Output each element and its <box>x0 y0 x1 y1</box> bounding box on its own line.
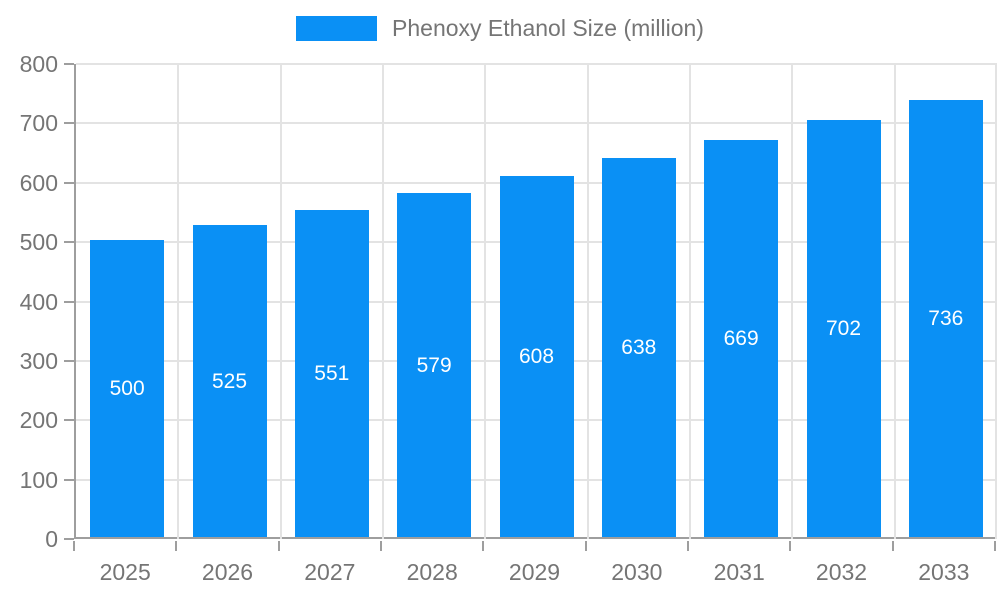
v-gridline <box>484 64 486 539</box>
y-tick <box>64 181 74 184</box>
x-tick <box>994 541 996 551</box>
legend-swatch <box>296 15 378 41</box>
bar: 500 <box>90 240 165 537</box>
x-tick-label: 2033 <box>918 559 970 585</box>
bar-value-label: 669 <box>723 326 759 350</box>
bar: 525 <box>192 225 267 537</box>
x-tick <box>73 541 75 551</box>
v-gridline <box>587 64 589 539</box>
y-tick <box>64 419 74 422</box>
v-gridline <box>995 64 997 539</box>
v-gridline <box>382 64 384 539</box>
x-tick-label: 2031 <box>713 559 765 585</box>
bar-value-label: 579 <box>416 353 452 377</box>
x-tick <box>687 541 689 551</box>
y-tick-label: 400 <box>19 288 58 315</box>
legend-label: Phenoxy Ethanol Size (million) <box>392 14 704 41</box>
y-tick-label: 200 <box>19 407 58 434</box>
y-tick-label: 800 <box>19 51 58 77</box>
v-gridline <box>177 64 179 539</box>
x-tick-label: 2032 <box>815 559 868 585</box>
y-tick <box>64 241 74 244</box>
x-tick <box>278 541 280 551</box>
y-tick <box>64 538 74 540</box>
bar-value-label: 638 <box>621 336 657 360</box>
x-tick-label: 2027 <box>304 559 356 585</box>
v-gridline <box>894 64 896 539</box>
plot-area: 500 525 551 579 608 638 669 702 736 <box>74 63 997 539</box>
x-tick <box>175 541 177 551</box>
bar: 702 <box>806 120 881 537</box>
x-tick <box>892 541 894 551</box>
x-tick-label: 2029 <box>508 559 561 585</box>
y-tick-label: 600 <box>19 169 58 196</box>
y-tick <box>64 478 74 481</box>
bar-value-label: 525 <box>211 369 248 393</box>
x-tick <box>482 541 484 551</box>
bar-value-label: 551 <box>314 361 350 385</box>
x-tick-label: 2030 <box>611 559 663 585</box>
v-gridline <box>791 64 793 539</box>
y-tick <box>64 63 74 65</box>
chart-legend[interactable]: Phenoxy Ethanol Size (million) <box>0 14 1000 42</box>
v-gridline <box>280 64 282 539</box>
y-tick <box>64 122 74 125</box>
x-tick-label: 2025 <box>99 559 151 585</box>
y-tick-label: 700 <box>19 110 58 137</box>
bar-value-label: 702 <box>825 317 862 341</box>
x-tick <box>585 541 587 551</box>
bar: 579 <box>397 193 472 537</box>
y-tick-label: 500 <box>19 229 58 256</box>
x-tick <box>789 541 791 551</box>
h-gridline <box>76 122 997 125</box>
y-tick <box>64 359 74 362</box>
h-gridline <box>76 63 997 65</box>
x-tick <box>380 541 382 551</box>
y-tick <box>64 300 74 303</box>
bar-value-label: 608 <box>518 345 555 368</box>
bar-value-label: 736 <box>928 307 964 330</box>
bar: 669 <box>704 139 779 537</box>
bar: 551 <box>294 209 369 537</box>
v-gridline <box>689 64 691 539</box>
y-tick-label: 0 <box>45 526 58 552</box>
x-tick-label: 2028 <box>406 559 458 585</box>
bar: 608 <box>499 176 574 537</box>
bar: 638 <box>601 158 676 537</box>
x-tick-label: 2026 <box>201 559 254 585</box>
y-tick-label: 100 <box>19 466 58 493</box>
y-tick-label: 300 <box>19 347 58 374</box>
bar: 736 <box>908 100 983 537</box>
bar-value-label: 500 <box>109 377 145 401</box>
